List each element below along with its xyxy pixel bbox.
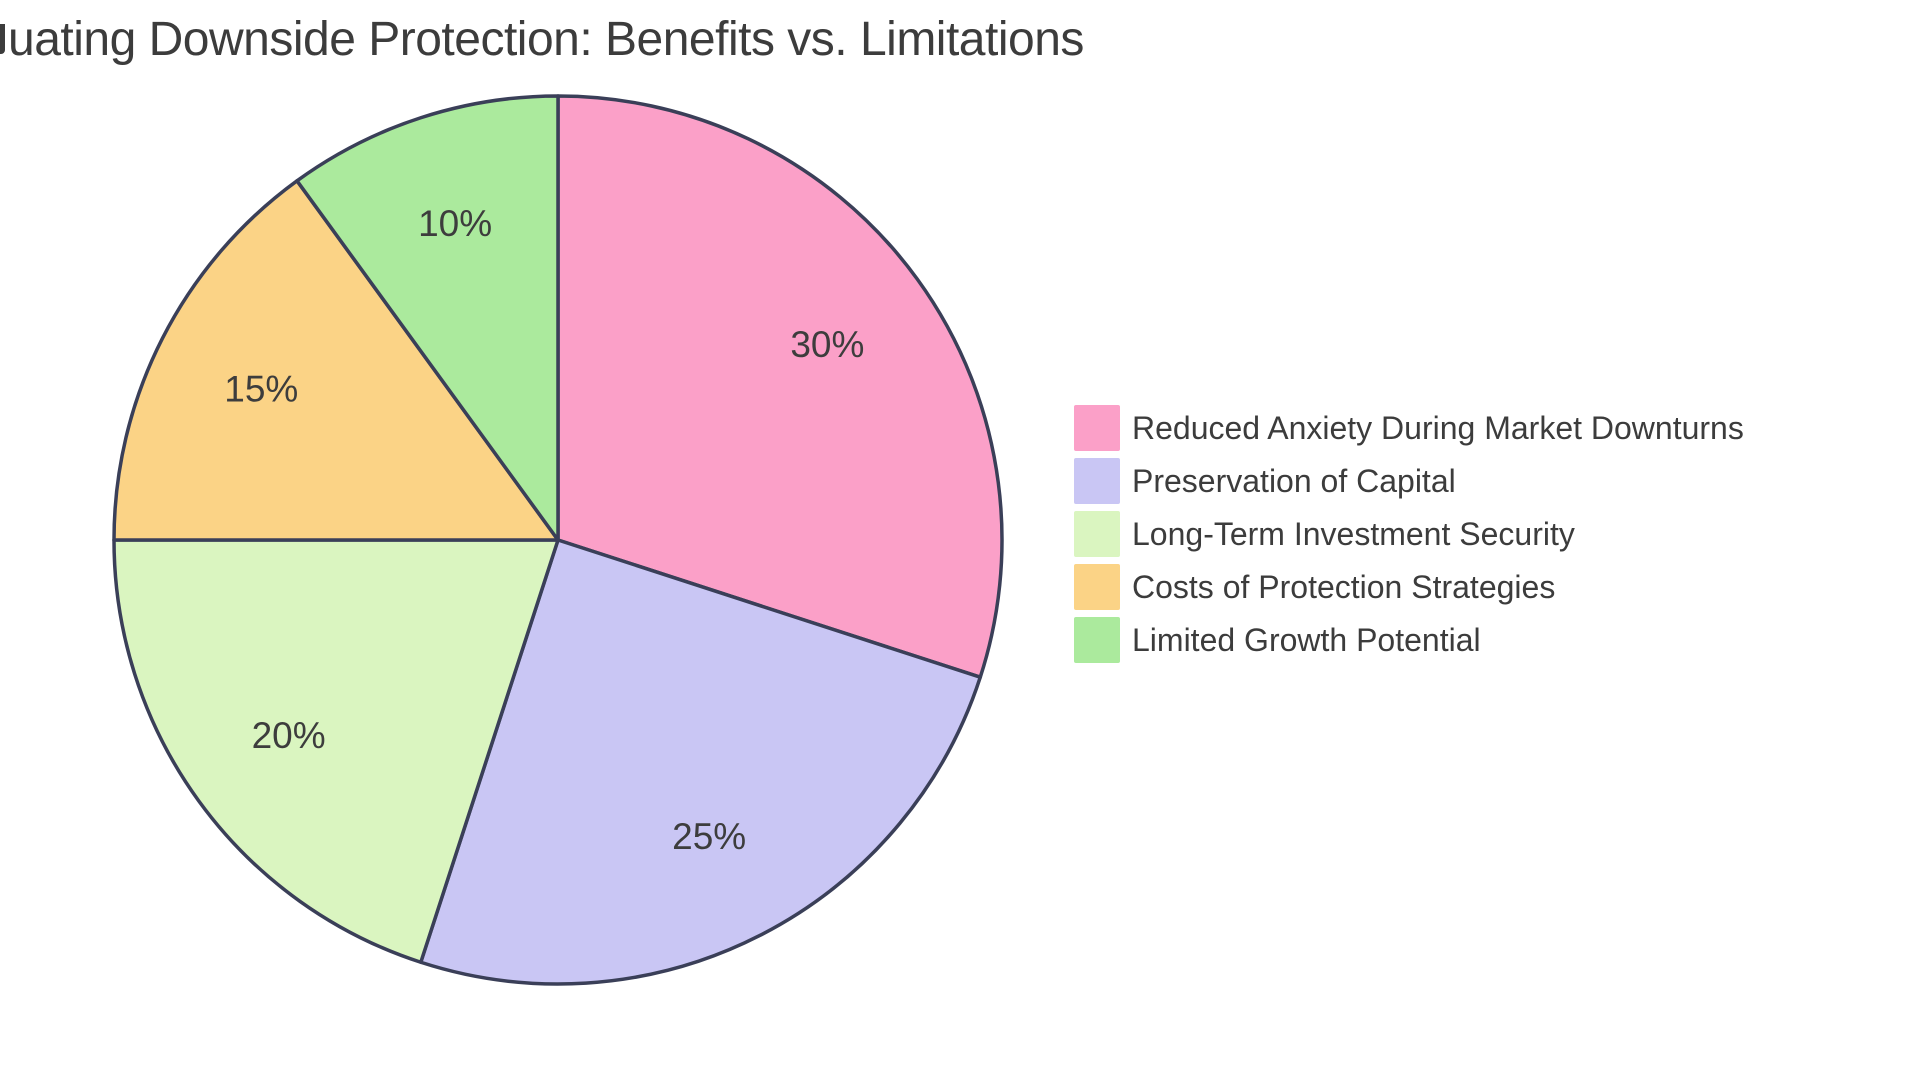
chart-title: uating Downside Protection: Benefits vs.… — [8, 13, 1084, 66]
legend-item: Limited Growth Potential — [1074, 617, 1744, 663]
pie-slice-percentage-label: 15% — [224, 368, 298, 409]
legend-swatch — [1074, 564, 1120, 610]
legend: Reduced Anxiety During Market Downturns … — [1074, 405, 1744, 670]
legend-label: Limited Growth Potential — [1132, 621, 1481, 658]
pie-slice — [419, 538, 983, 986]
legend-swatch — [1074, 458, 1120, 504]
pie-slice — [112, 538, 560, 965]
legend-swatch — [1074, 511, 1120, 557]
pie-slice-percentage-label: 25% — [672, 816, 746, 857]
legend-item: Long-Term Investment Security — [1074, 511, 1744, 557]
pie-slice-percentage-label: 30% — [790, 324, 864, 365]
legend-item: Reduced Anxiety During Market Downturns — [1074, 405, 1744, 451]
pie-slice — [556, 94, 1004, 679]
pie-slice — [295, 94, 560, 542]
pie-slice-percentage-label: 10% — [418, 203, 492, 244]
legend-swatch — [1074, 617, 1120, 663]
legend-item: Preservation of Capital — [1074, 458, 1744, 504]
clipped-letter-fragment — [0, 24, 5, 54]
legend-label: Reduced Anxiety During Market Downturns — [1132, 409, 1744, 446]
legend-swatch — [1074, 405, 1120, 451]
pie-slice — [112, 179, 560, 542]
legend-label: Costs of Protection Strategies — [1132, 568, 1556, 605]
pie-slice-percentage-label: 20% — [252, 715, 326, 756]
legend-label: Preservation of Capital — [1132, 462, 1456, 499]
legend-item: Costs of Protection Strategies — [1074, 564, 1744, 610]
legend-label: Long-Term Investment Security — [1132, 515, 1575, 552]
